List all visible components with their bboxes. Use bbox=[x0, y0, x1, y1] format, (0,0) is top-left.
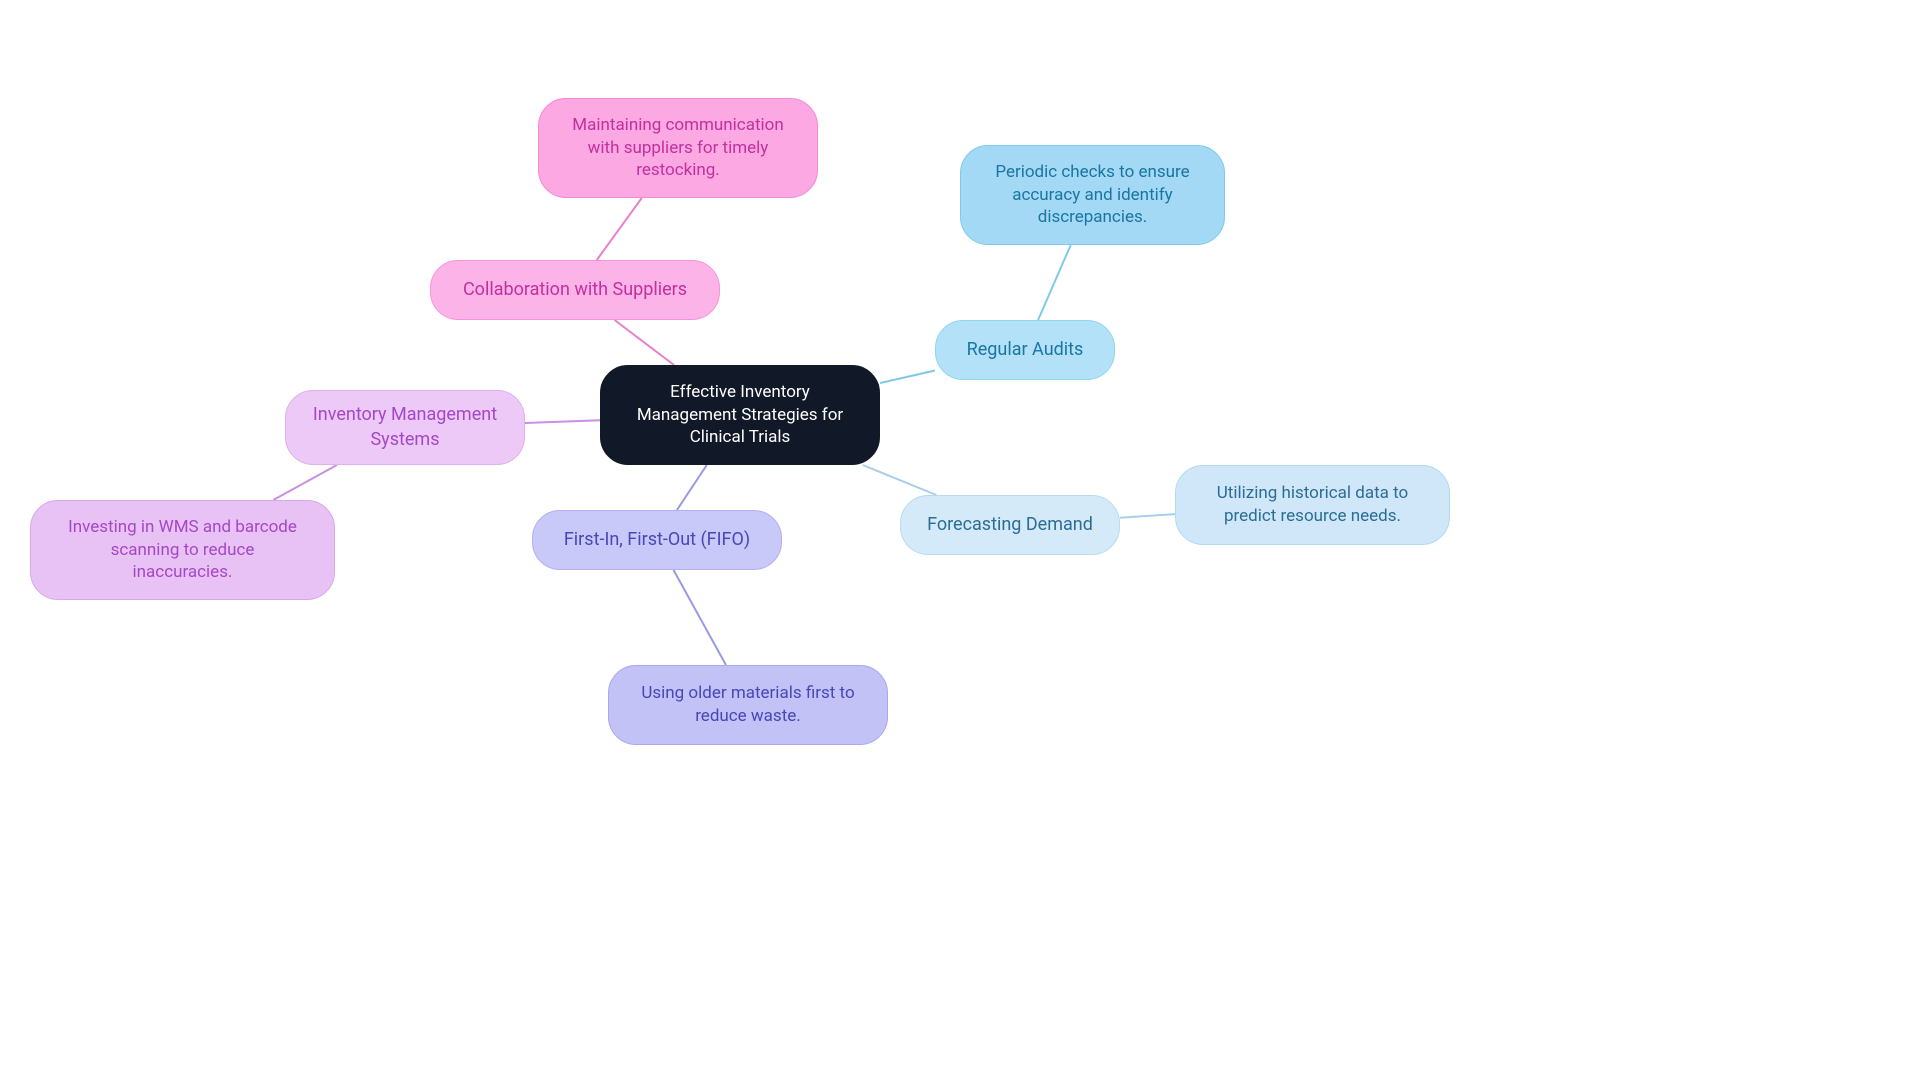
node-ims-desc: Investing in WMS and barcodescanning to … bbox=[30, 500, 335, 600]
edge-forecast-forecast-desc bbox=[1120, 514, 1175, 518]
node-label: Forecasting Demand bbox=[927, 513, 1093, 537]
edge-audits-audits-desc bbox=[1038, 245, 1071, 320]
edge-center-forecast bbox=[863, 465, 937, 495]
node-label: Using older materials first toreduce was… bbox=[641, 682, 854, 728]
node-forecast-desc: Utilizing historical data topredict reso… bbox=[1175, 465, 1450, 545]
node-label: Investing in WMS and barcodescanning to … bbox=[68, 516, 297, 585]
node-label: Collaboration with Suppliers bbox=[463, 278, 687, 302]
node-label: Periodic checks to ensureaccuracy and id… bbox=[995, 161, 1189, 230]
node-fifo: First-In, First-Out (FIFO) bbox=[532, 510, 782, 570]
edge-center-ims bbox=[525, 420, 600, 423]
node-forecast: Forecasting Demand bbox=[900, 495, 1120, 555]
node-fifo-desc: Using older materials first toreduce was… bbox=[608, 665, 888, 745]
mindmap-canvas: Effective InventoryManagement Strategies… bbox=[0, 0, 1920, 1083]
edge-collab-collab-desc bbox=[597, 198, 642, 260]
node-center: Effective InventoryManagement Strategies… bbox=[600, 365, 880, 465]
node-label: Utilizing historical data topredict reso… bbox=[1217, 482, 1408, 528]
node-label: Regular Audits bbox=[967, 338, 1084, 362]
node-ims: Inventory ManagementSystems bbox=[285, 390, 525, 465]
node-label: Maintaining communicationwith suppliers … bbox=[572, 114, 783, 183]
node-collab-desc: Maintaining communicationwith suppliers … bbox=[538, 98, 818, 198]
edge-center-collab bbox=[615, 320, 674, 365]
edge-fifo-fifo-desc bbox=[674, 570, 726, 665]
node-label: Inventory ManagementSystems bbox=[313, 403, 497, 452]
node-collab: Collaboration with Suppliers bbox=[430, 260, 720, 320]
edge-center-fifo bbox=[677, 465, 707, 510]
edge-ims-ims-desc bbox=[273, 465, 337, 500]
node-label: Effective InventoryManagement Strategies… bbox=[637, 381, 843, 450]
edge-center-audits bbox=[880, 371, 935, 384]
node-audits: Regular Audits bbox=[935, 320, 1115, 380]
node-audits-desc: Periodic checks to ensureaccuracy and id… bbox=[960, 145, 1225, 245]
node-label: First-In, First-Out (FIFO) bbox=[564, 528, 750, 552]
